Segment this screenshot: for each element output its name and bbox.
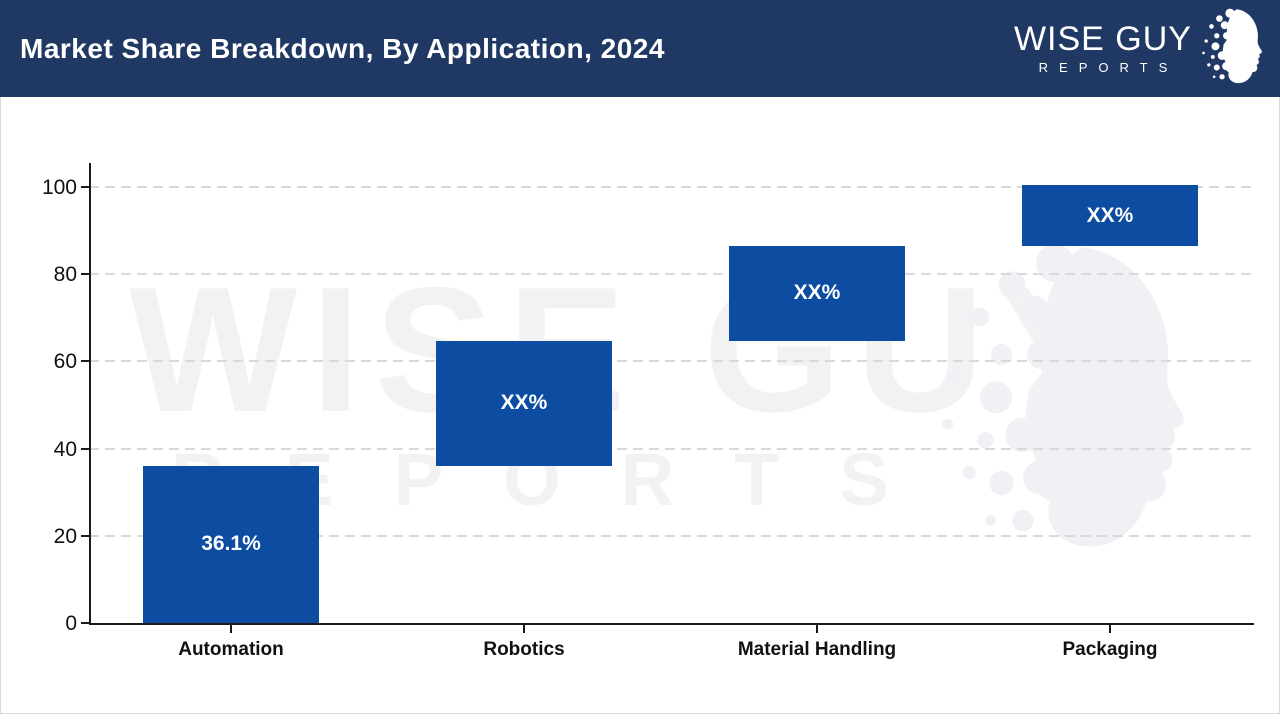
plot: 0 20 40 60 80 100 36.1% Automation XX% Robotics XX… <box>1 97 1279 713</box>
x-tick-mark-2 <box>816 625 818 633</box>
x-tick-mark-3 <box>1109 625 1111 633</box>
wise-guy-logo: WISE GUY REPORTS <box>1014 4 1266 90</box>
gridline-20 <box>89 534 1254 537</box>
y-tick-label-0: 0 <box>65 612 77 635</box>
bar-automation: 36.1% <box>143 465 319 623</box>
bar-robotics: XX% <box>436 340 612 466</box>
header: Market Share Breakdown, By Application, … <box>0 0 1280 97</box>
gridline-40 <box>89 447 1254 450</box>
y-tick-label-60: 60 <box>53 350 77 374</box>
logo-wordmark: WISE GUY <box>1013 19 1192 58</box>
y-tick-mark-0 <box>81 622 89 624</box>
y-tick-mark-80 <box>81 273 89 276</box>
y-tick-label-80: 80 <box>53 263 77 287</box>
bar-value-label: XX% <box>500 391 548 415</box>
bar-value-label: XX% <box>793 281 841 305</box>
logo-text: WISE GUY REPORTS <box>1014 20 1192 75</box>
y-tick-label-20: 20 <box>53 524 77 548</box>
y-tick-mark-60 <box>81 360 89 363</box>
y-tick-label-100: 100 <box>41 176 77 199</box>
chart-area: WISE GUY REPORTS 0 20 40 60 80 100 36 <box>0 97 1280 714</box>
x-tick-mark-0 <box>230 625 232 633</box>
gridline-60 <box>89 360 1254 363</box>
category-label-0: Automation <box>178 639 284 660</box>
category-label-3: Packaging <box>1062 639 1158 660</box>
y-axis-spine <box>89 163 91 625</box>
logo-face-icon <box>1202 8 1262 84</box>
y-tick-mark-40 <box>81 447 89 450</box>
gridline-80 <box>89 273 1254 276</box>
category-label-2: Material Handling <box>737 639 897 660</box>
y-tick-mark-100 <box>81 186 89 188</box>
y-tick-mark-20 <box>81 534 89 537</box>
bar-value-label: 36.1% <box>201 532 261 556</box>
x-axis-line <box>89 623 1254 625</box>
bar-packaging: XX% <box>1022 185 1198 246</box>
chart-title: Market Share Breakdown, By Application, … <box>20 32 665 64</box>
y-tick-label-40: 40 <box>53 437 77 461</box>
logo-subtitle: REPORTS <box>1038 59 1179 75</box>
gridline-100 <box>89 186 1254 188</box>
x-tick-mark-1 <box>523 625 525 633</box>
category-label-1: Robotics <box>483 639 565 660</box>
bar-value-label: XX% <box>1086 203 1134 227</box>
bar-material-handling: XX% <box>729 245 905 341</box>
